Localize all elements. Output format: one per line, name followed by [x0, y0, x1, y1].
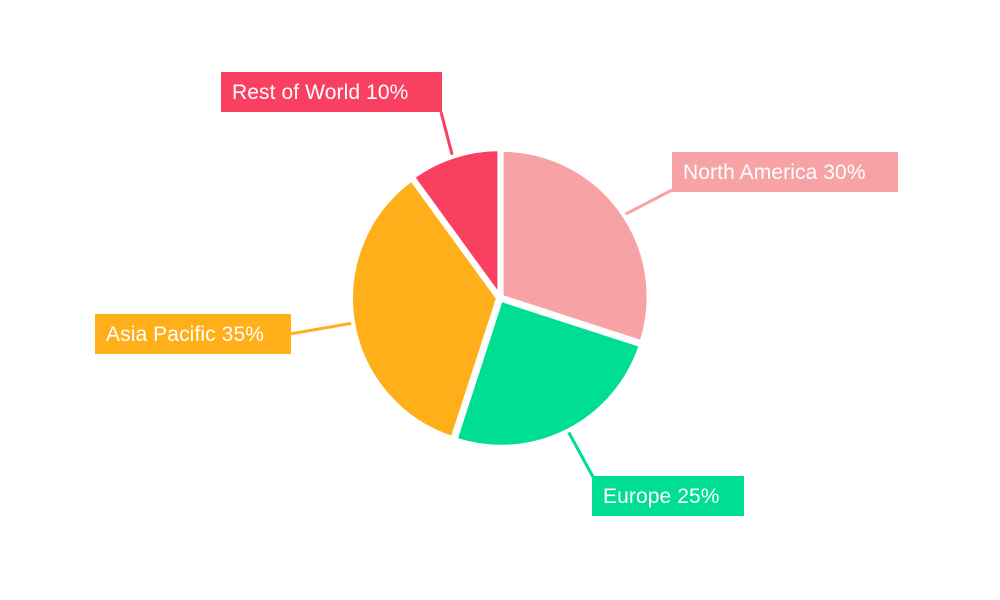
- pie-label-north-america[interactable]: North America 30%: [672, 152, 898, 192]
- leader-line-rest-of-world: [439, 111, 455, 159]
- pie-slice-rest-of-world[interactable]: [410, 147, 502, 299]
- pie-slice-europe[interactable]: [453, 297, 643, 449]
- pie-slice-north-america[interactable]: [499, 147, 651, 345]
- pie-label-europe[interactable]: Europe 25%: [592, 476, 744, 516]
- pie-slice-asia-pacific[interactable]: [349, 177, 501, 441]
- pie-slice-group: [349, 147, 651, 449]
- leader-line-asia-pacific: [289, 321, 354, 336]
- leader-line-europe: [566, 430, 595, 478]
- pie-label-rest-of-world[interactable]: Rest of World 10%: [221, 72, 442, 112]
- leader-line-group: [289, 111, 673, 478]
- leader-line-north-america: [621, 188, 673, 218]
- pie-label-asia-pacific[interactable]: Asia Pacific 35%: [95, 314, 291, 354]
